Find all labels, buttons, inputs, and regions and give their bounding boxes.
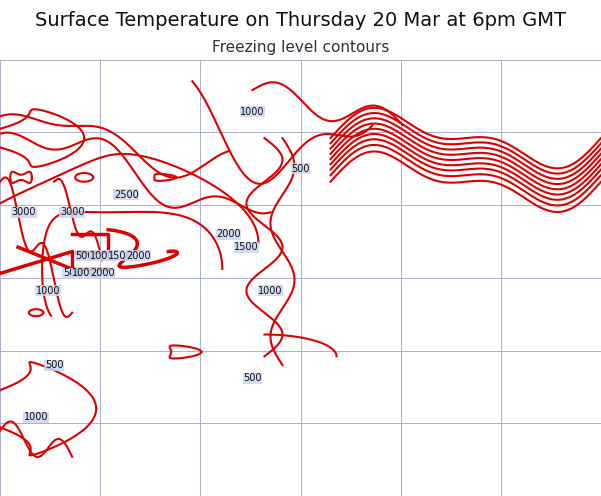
Text: 3000: 3000 — [12, 207, 36, 217]
Text: 500: 500 — [291, 164, 310, 174]
Text: 1000: 1000 — [72, 268, 96, 278]
Text: 500: 500 — [63, 268, 81, 278]
Text: 1500: 1500 — [234, 242, 258, 252]
Text: 2500: 2500 — [114, 190, 139, 200]
Text: Surface Temperature on Thursday 20 Mar at 6pm GMT: Surface Temperature on Thursday 20 Mar a… — [35, 11, 566, 30]
Text: 500: 500 — [45, 360, 63, 370]
Text: 2000: 2000 — [216, 229, 240, 239]
Text: 1000: 1000 — [240, 107, 264, 117]
Text: 1000: 1000 — [90, 251, 114, 261]
Text: 1000: 1000 — [24, 413, 48, 423]
Text: 2000: 2000 — [90, 268, 114, 278]
Text: 1000: 1000 — [258, 286, 282, 296]
Text: 1000: 1000 — [36, 286, 60, 296]
Text: 3000: 3000 — [60, 207, 84, 217]
Text: 500: 500 — [75, 251, 93, 261]
Text: 1500: 1500 — [108, 251, 132, 261]
Text: 2000: 2000 — [126, 251, 150, 261]
Text: 500: 500 — [243, 373, 261, 383]
Text: Freezing level contours: Freezing level contours — [212, 40, 389, 55]
